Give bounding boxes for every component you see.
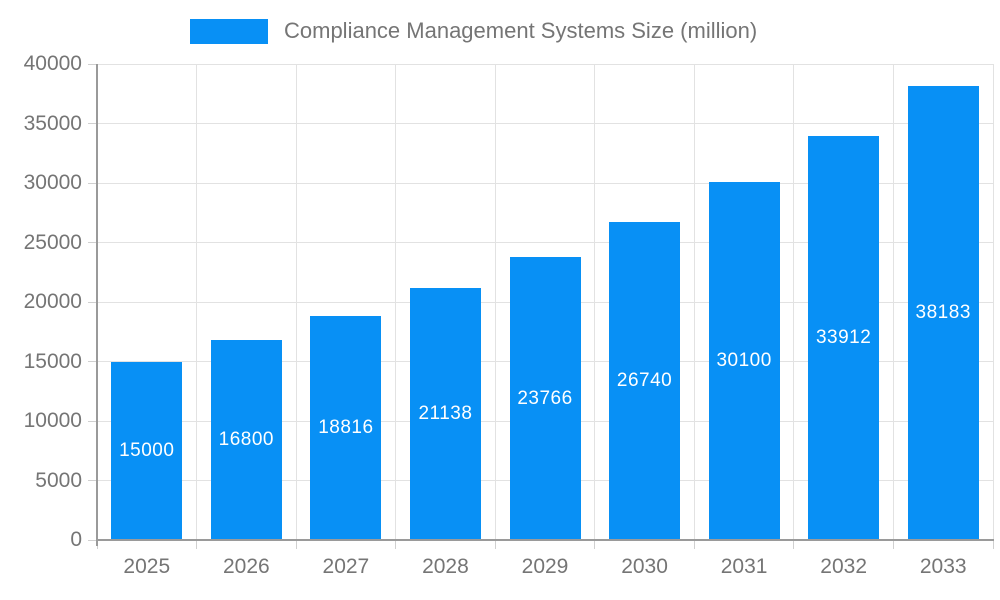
x-axis-tick — [494, 540, 496, 549]
y-axis-tick — [88, 301, 97, 303]
y-tick-label: 15000 — [23, 349, 82, 373]
gridline-horizontal — [97, 242, 993, 243]
y-tick-label: 35000 — [23, 111, 82, 135]
bar-value-label: 33912 — [815, 327, 872, 349]
bar-value-label: 15000 — [119, 439, 175, 461]
legend-label: Compliance Management Systems Size (mill… — [284, 18, 758, 43]
gridline-vertical — [395, 64, 397, 540]
gridline-vertical — [295, 64, 297, 540]
gridline-vertical — [693, 64, 695, 540]
gridline-horizontal — [97, 63, 993, 65]
x-tick-label: 2028 — [422, 555, 469, 578]
y-tick-label: 20000 — [23, 290, 82, 313]
gridline-vertical — [992, 64, 994, 540]
y-axis-tick — [88, 361, 97, 362]
y-axis-tick — [88, 539, 97, 541]
bar: 23766 — [509, 257, 581, 540]
bar: 33912 — [808, 136, 880, 540]
bar: 15000 — [111, 361, 183, 540]
y-axis-tick — [88, 420, 97, 422]
legend-swatch-icon — [190, 18, 268, 44]
y-tick-label: 10000 — [23, 409, 82, 432]
bar: 30100 — [708, 181, 780, 540]
x-tick-label: 2027 — [322, 555, 370, 578]
bar: 38183 — [907, 85, 979, 540]
bar-value-label: 21138 — [418, 403, 473, 425]
x-tick-label: 2025 — [123, 555, 171, 578]
y-tick-label: 30000 — [23, 171, 82, 194]
bar: 21138 — [409, 288, 481, 540]
y-axis-tick — [88, 123, 97, 124]
x-axis-tick — [594, 540, 596, 549]
bar-value-label: 16800 — [218, 429, 274, 451]
x-axis-tick — [992, 540, 994, 549]
x-tick-label: 2033 — [919, 555, 967, 578]
x-axis-tick — [395, 540, 397, 549]
y-axis-tick — [88, 242, 97, 243]
x-axis-line — [96, 539, 994, 541]
y-tick-label: 40000 — [23, 52, 82, 75]
y-axis-tick — [88, 182, 97, 184]
x-tick-label: 2031 — [720, 555, 768, 578]
y-axis-tick — [88, 63, 97, 65]
gridline-horizontal — [97, 123, 993, 124]
x-axis-tick — [793, 540, 795, 549]
gridline-horizontal — [97, 182, 993, 184]
gridline-vertical — [494, 64, 496, 540]
x-tick-label: 2029 — [521, 555, 569, 578]
gridline-vertical — [196, 64, 198, 540]
y-axis-line — [96, 64, 98, 546]
gridline-vertical — [594, 64, 596, 540]
bar-value-label: 23766 — [517, 387, 573, 409]
chart-legend[interactable]: Compliance Management Systems Size (mill… — [190, 18, 757, 44]
x-tick-label: 2032 — [820, 555, 868, 578]
x-axis-tick — [295, 540, 297, 549]
gridline-vertical — [793, 64, 795, 540]
x-tick-label: 2026 — [222, 555, 270, 578]
bar-value-label: 26740 — [616, 369, 673, 391]
bar-value-label: 30100 — [716, 349, 772, 371]
x-tick-label: 2030 — [621, 555, 668, 578]
x-axis-tick — [693, 540, 695, 549]
y-tick-label: 5000 — [35, 468, 82, 492]
bar: 26740 — [609, 221, 681, 540]
y-tick-label: 0 — [70, 528, 82, 551]
gridline-vertical — [892, 64, 894, 540]
x-axis-tick — [892, 540, 894, 549]
bar-value-label: 18816 — [318, 417, 374, 439]
bar: 18816 — [310, 316, 382, 540]
bar: 16800 — [210, 340, 282, 540]
y-tick-label: 25000 — [23, 230, 82, 254]
x-axis-tick — [196, 540, 198, 549]
bar-value-label: 38183 — [915, 301, 971, 323]
y-axis-tick — [88, 480, 97, 481]
